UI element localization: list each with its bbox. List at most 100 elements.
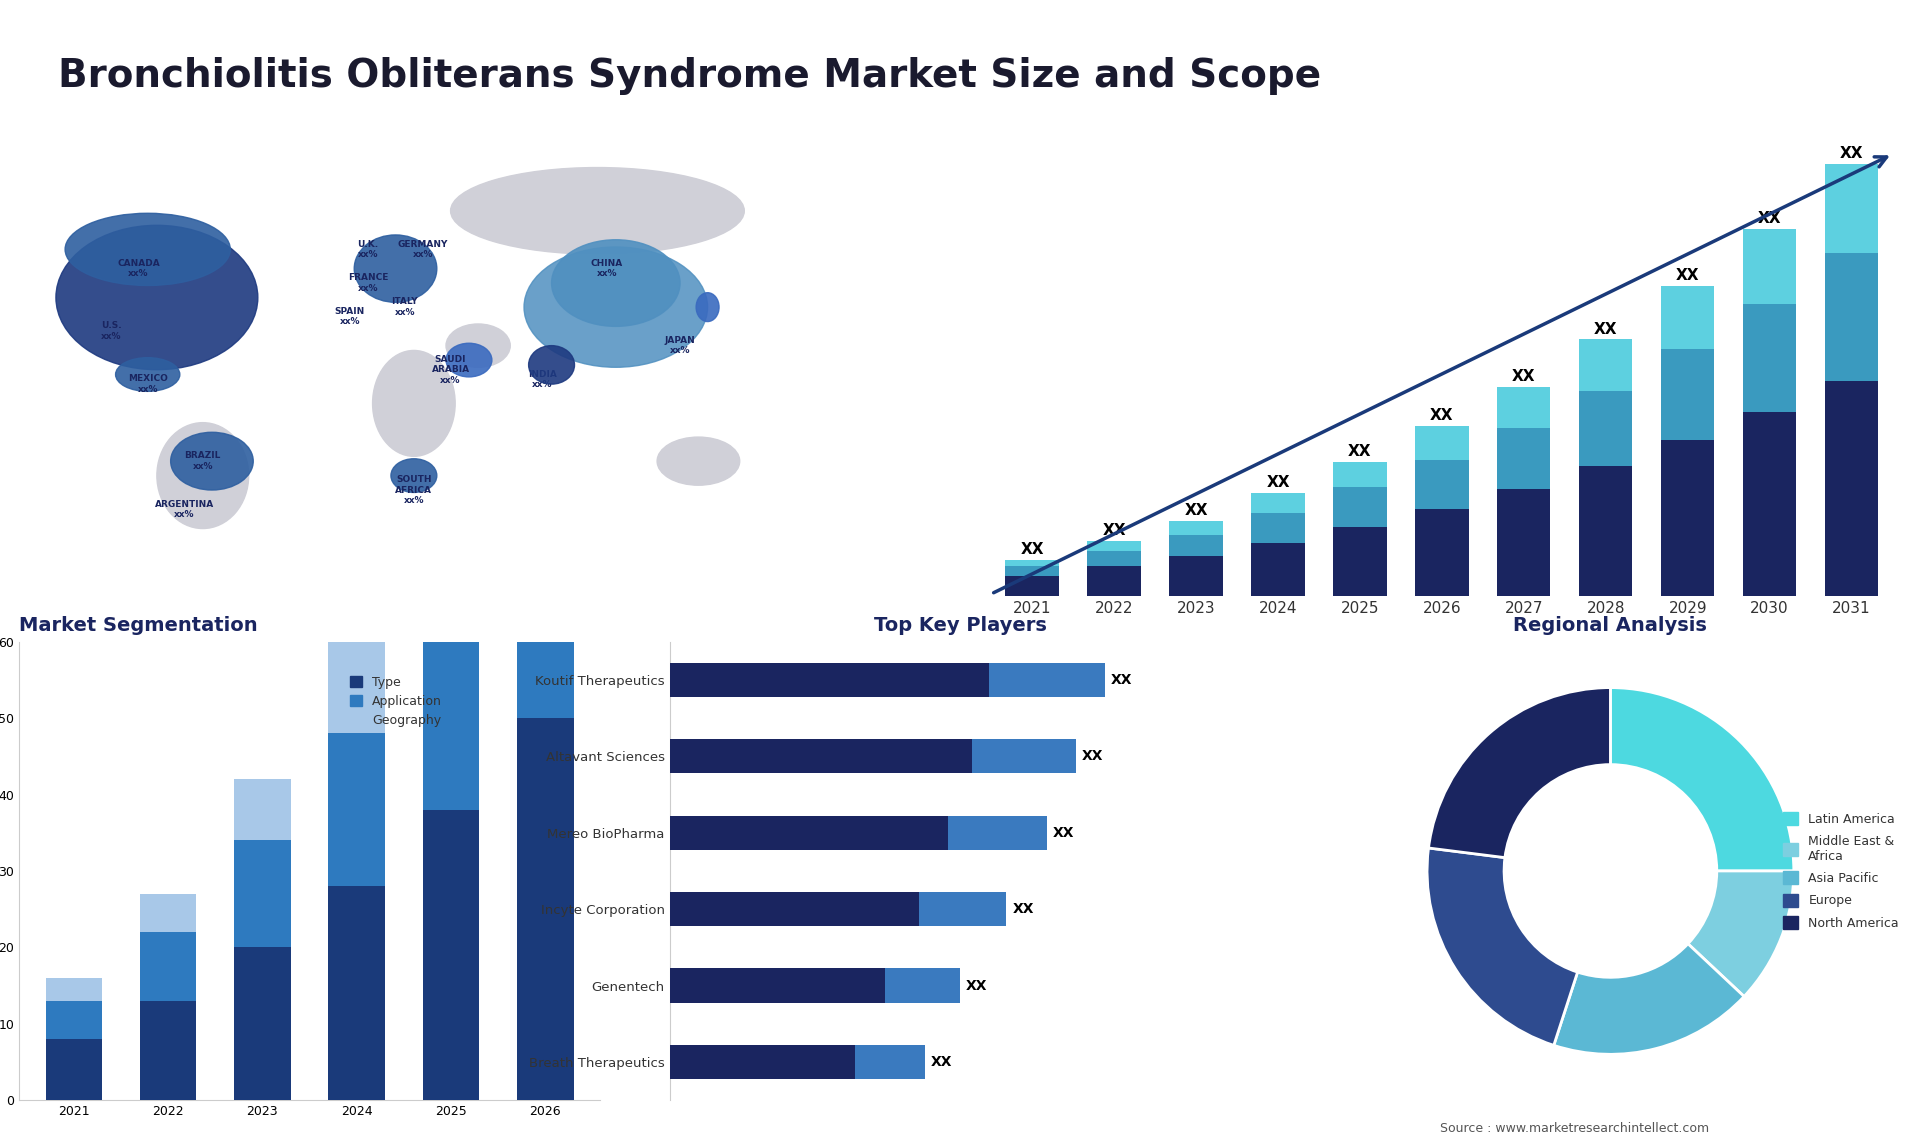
Bar <box>920 892 1006 926</box>
Bar <box>516 450 574 719</box>
Bar <box>1415 509 1469 596</box>
Text: BRAZIL
xx%: BRAZIL xx% <box>184 452 221 471</box>
Bar <box>1826 252 1878 380</box>
Bar <box>422 473 480 604</box>
Bar <box>670 892 920 926</box>
Ellipse shape <box>445 344 492 377</box>
Text: XX: XX <box>1594 322 1617 337</box>
Ellipse shape <box>451 167 745 254</box>
Ellipse shape <box>353 235 438 303</box>
Bar <box>1743 229 1797 304</box>
Bar <box>1332 487 1386 527</box>
Bar <box>1743 304 1797 413</box>
Bar <box>948 816 1046 850</box>
Bar <box>885 968 960 1003</box>
Text: XX: XX <box>1102 523 1125 537</box>
Bar <box>1006 566 1058 576</box>
Text: XX: XX <box>1839 146 1864 160</box>
Ellipse shape <box>445 324 511 367</box>
Text: Source : www.marketresearchintellect.com: Source : www.marketresearchintellect.com <box>1440 1122 1709 1135</box>
Text: XX: XX <box>1676 268 1699 283</box>
Bar <box>140 1000 196 1100</box>
Bar <box>856 1045 925 1080</box>
Bar <box>1498 387 1551 429</box>
Bar <box>972 739 1075 774</box>
Bar <box>140 894 196 932</box>
Text: XX: XX <box>1265 476 1290 490</box>
Text: XX: XX <box>931 1055 952 1069</box>
Text: XX: XX <box>1083 749 1104 763</box>
Bar <box>140 932 196 1000</box>
Bar <box>1661 350 1715 440</box>
Text: XX: XX <box>1012 902 1033 916</box>
Ellipse shape <box>528 346 574 384</box>
Bar <box>1415 426 1469 460</box>
Bar <box>1252 493 1304 513</box>
Text: XX: XX <box>1052 826 1075 840</box>
Ellipse shape <box>372 351 455 456</box>
Bar <box>422 810 480 1100</box>
Bar <box>1252 513 1304 543</box>
Ellipse shape <box>697 292 720 322</box>
Text: MEXICO
xx%: MEXICO xx% <box>129 375 167 394</box>
Bar <box>1169 557 1223 596</box>
Text: Market Segmentation: Market Segmentation <box>19 615 257 635</box>
Bar <box>1578 465 1632 596</box>
Bar <box>1498 489 1551 596</box>
Text: SAUDI
ARABIA
xx%: SAUDI ARABIA xx% <box>432 355 470 385</box>
Wedge shape <box>1611 688 1793 871</box>
Text: Bronchiolitis Obliterans Syndrome Market Size and Scope: Bronchiolitis Obliterans Syndrome Market… <box>58 57 1321 95</box>
Text: XX: XX <box>1430 408 1453 423</box>
Bar <box>328 642 386 733</box>
Bar <box>670 816 948 850</box>
Bar <box>989 662 1106 697</box>
Bar <box>1578 339 1632 391</box>
Bar <box>46 1039 102 1100</box>
Text: CHINA
xx%: CHINA xx% <box>591 259 622 278</box>
Bar <box>1661 440 1715 596</box>
Ellipse shape <box>65 213 230 285</box>
Text: XX: XX <box>1348 444 1371 458</box>
Legend: Latin America, Middle East &
Africa, Asia Pacific, Europe, North America: Latin America, Middle East & Africa, Asi… <box>1778 806 1905 936</box>
Bar <box>516 283 574 450</box>
Bar <box>422 604 480 810</box>
Ellipse shape <box>551 240 680 327</box>
Title: Top Key Players: Top Key Players <box>874 615 1046 635</box>
Bar <box>1087 550 1140 566</box>
Bar <box>1498 429 1551 489</box>
Bar <box>1006 576 1058 596</box>
Wedge shape <box>1553 944 1743 1054</box>
Ellipse shape <box>171 432 253 490</box>
Ellipse shape <box>56 226 257 370</box>
Legend: Type, Application, Geography: Type, Application, Geography <box>346 670 447 732</box>
Title: Regional Analysis: Regional Analysis <box>1513 615 1707 635</box>
Bar <box>1415 460 1469 509</box>
Text: XX: XX <box>1020 542 1044 557</box>
Bar <box>1006 560 1058 566</box>
Bar <box>1826 164 1878 252</box>
Wedge shape <box>1428 688 1611 857</box>
Text: XX: XX <box>1759 211 1782 226</box>
Ellipse shape <box>524 246 708 367</box>
Wedge shape <box>1427 848 1578 1045</box>
Text: XX: XX <box>966 979 987 992</box>
Text: INDIA
xx%: INDIA xx% <box>528 370 557 388</box>
Bar <box>1332 462 1386 487</box>
Bar <box>1826 380 1878 596</box>
Bar <box>1743 413 1797 596</box>
Text: XX: XX <box>1112 673 1133 686</box>
Bar <box>1087 566 1140 596</box>
Bar <box>1169 535 1223 557</box>
Text: XX: XX <box>1513 369 1536 384</box>
Text: GERMANY
xx%: GERMANY xx% <box>397 240 447 259</box>
Text: CANADA
xx%: CANADA xx% <box>117 259 159 278</box>
Text: ITALY
xx%: ITALY xx% <box>392 298 419 316</box>
Text: JAPAN
xx%: JAPAN xx% <box>664 336 695 355</box>
Bar <box>670 662 989 697</box>
Bar <box>46 978 102 1000</box>
Bar <box>234 779 290 840</box>
Ellipse shape <box>115 358 180 391</box>
Text: SOUTH
AFRICA
xx%: SOUTH AFRICA xx% <box>396 476 432 505</box>
Bar <box>1169 521 1223 535</box>
Text: U.S.
xx%: U.S. xx% <box>100 322 121 340</box>
